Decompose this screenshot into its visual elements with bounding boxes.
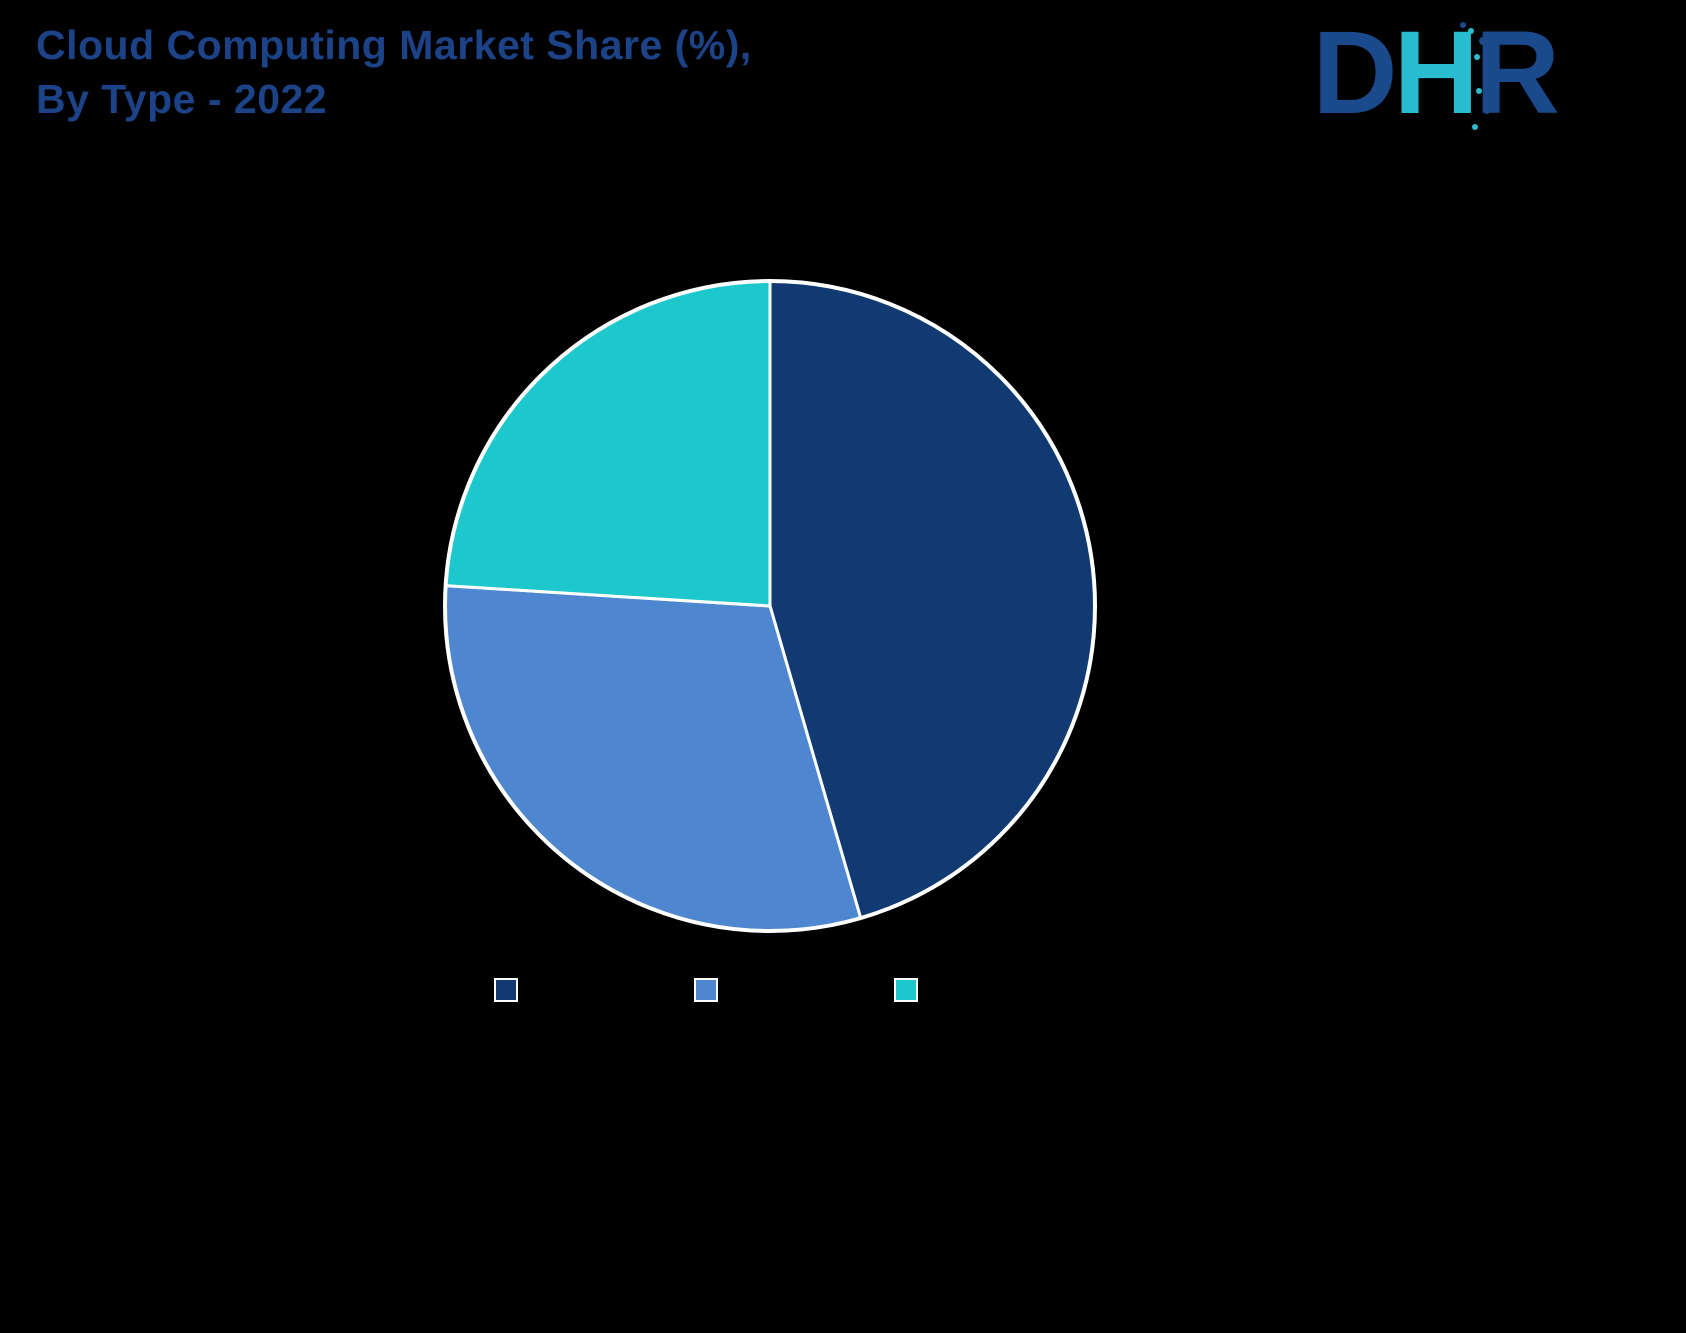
- logo-letter-r: R: [1474, 7, 1560, 139]
- legend-swatch: [894, 978, 918, 1002]
- chart-title-line2: By Type - 2022: [36, 76, 328, 122]
- legend-item: [894, 978, 1046, 1002]
- logo-letter-h: H: [1393, 7, 1479, 139]
- legend-label: [728, 978, 846, 1002]
- pie-outline: [443, 279, 1097, 933]
- chart-title: Cloud Computing Market Share (%), By Typ…: [36, 18, 752, 126]
- legend-swatch: [694, 978, 718, 1002]
- legend-swatch: [494, 978, 518, 1002]
- chart-title-line1: Cloud Computing Market Share (%),: [36, 22, 752, 68]
- legend-label: [928, 978, 1046, 1002]
- legend-item: [494, 978, 646, 1002]
- logo-letter-d: D: [1312, 7, 1397, 139]
- legend-label: [528, 978, 646, 1002]
- pie-slice-2: [444, 279, 772, 608]
- logo-dots-decoration: [1454, 36, 1460, 42]
- chart-legend: [0, 978, 1540, 1002]
- legend-item: [694, 978, 846, 1002]
- pie-chart-container: [440, 276, 1100, 936]
- brand-logo: DHR: [1312, 14, 1560, 132]
- pie-chart: [443, 279, 1097, 933]
